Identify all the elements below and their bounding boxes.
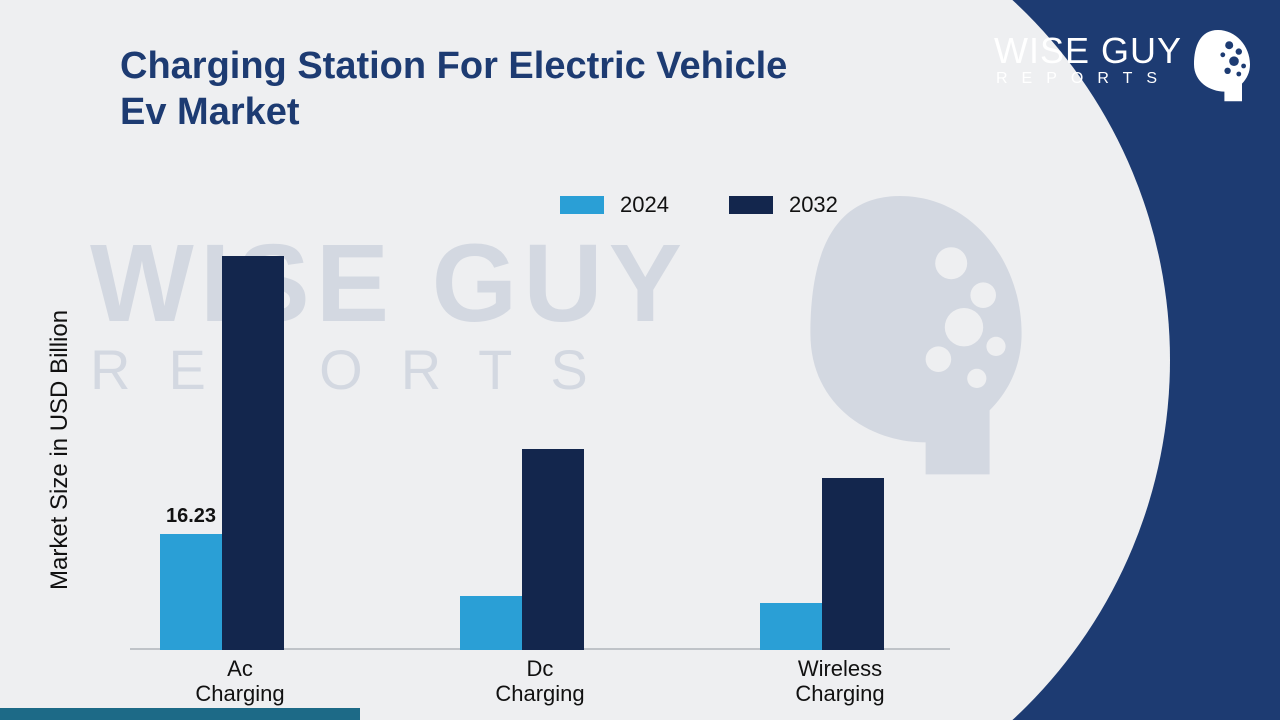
right-accent-band — [970, 0, 1280, 720]
legend-label-2032: 2032 — [789, 192, 838, 218]
legend-swatch-2032 — [729, 196, 773, 214]
category-label-wireless: WirelessCharging — [740, 650, 940, 707]
y-axis-label: Market Size in USD Billion — [46, 310, 74, 590]
legend-swatch-2024 — [560, 196, 604, 214]
brand-head-icon — [1178, 26, 1258, 106]
circle-cutout — [970, 0, 1170, 720]
bar-ac-2024 — [160, 534, 222, 650]
brand-logo: WISE GUY REPORTS — [994, 30, 1254, 88]
bar-dc-2032 — [522, 449, 584, 650]
chart-plot-area: 16.23 AcCharging DcCharging WirelessChar… — [130, 220, 950, 650]
bar-ac-2032 — [222, 256, 284, 650]
legend-label-2024: 2024 — [620, 192, 669, 218]
chart-canvas: WISE GUY REPORTS Charging Station For El… — [0, 0, 1280, 720]
value-label-ac-2024: 16.23 — [154, 505, 228, 528]
category-label-dc: DcCharging — [440, 650, 640, 707]
category-label-ac: AcCharging — [140, 650, 340, 707]
chart-title: Charging Station For Electric Vehicle Ev… — [120, 44, 820, 135]
legend-item-2024: 2024 — [560, 192, 669, 218]
bottom-accent-bar — [0, 708, 360, 720]
bar-dc-2024 — [460, 596, 522, 650]
bar-wireless-2024 — [760, 603, 822, 650]
legend-item-2032: 2032 — [729, 192, 838, 218]
legend: 2024 2032 — [560, 192, 838, 218]
bar-wireless-2032 — [822, 478, 884, 650]
